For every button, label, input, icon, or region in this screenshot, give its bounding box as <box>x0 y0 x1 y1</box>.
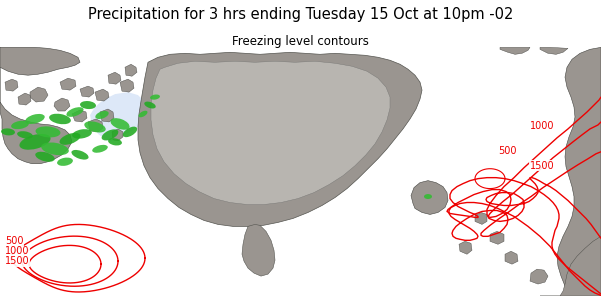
Ellipse shape <box>96 111 109 119</box>
Ellipse shape <box>150 94 160 100</box>
Polygon shape <box>540 47 568 54</box>
Polygon shape <box>95 89 109 101</box>
Polygon shape <box>108 72 121 84</box>
Text: 1000: 1000 <box>530 121 555 131</box>
Polygon shape <box>90 92 148 142</box>
Polygon shape <box>112 129 123 141</box>
Polygon shape <box>475 213 487 224</box>
Polygon shape <box>490 231 504 244</box>
Ellipse shape <box>92 145 108 153</box>
Polygon shape <box>138 52 422 226</box>
Ellipse shape <box>424 194 432 199</box>
Ellipse shape <box>72 129 92 139</box>
Ellipse shape <box>19 134 50 150</box>
Ellipse shape <box>11 121 29 129</box>
Ellipse shape <box>84 121 106 133</box>
Ellipse shape <box>1 128 15 135</box>
Ellipse shape <box>59 133 81 145</box>
Polygon shape <box>125 64 137 76</box>
Ellipse shape <box>35 126 61 137</box>
Ellipse shape <box>111 118 130 130</box>
Polygon shape <box>120 79 134 92</box>
Polygon shape <box>540 236 601 296</box>
Polygon shape <box>530 269 548 284</box>
Polygon shape <box>30 87 48 102</box>
Polygon shape <box>411 181 448 214</box>
Polygon shape <box>5 79 18 91</box>
Polygon shape <box>459 241 472 254</box>
Ellipse shape <box>102 129 118 140</box>
Polygon shape <box>242 224 275 276</box>
Text: Precipitation for 3 hrs ending Tuesday 15 Oct at 10pm -02: Precipitation for 3 hrs ending Tuesday 1… <box>88 7 513 22</box>
Ellipse shape <box>72 150 88 160</box>
Text: 1500: 1500 <box>5 256 29 266</box>
Ellipse shape <box>108 138 122 145</box>
Text: Freezing level contours: Freezing level contours <box>232 35 369 48</box>
Text: 500: 500 <box>498 146 516 156</box>
Polygon shape <box>54 98 70 111</box>
Polygon shape <box>0 47 80 75</box>
Ellipse shape <box>49 114 71 124</box>
Ellipse shape <box>123 127 137 137</box>
Polygon shape <box>100 109 114 122</box>
Polygon shape <box>88 119 103 132</box>
Ellipse shape <box>17 131 33 139</box>
Ellipse shape <box>80 101 96 109</box>
Ellipse shape <box>35 152 55 162</box>
Text: 500: 500 <box>5 236 23 246</box>
Ellipse shape <box>138 111 147 117</box>
Polygon shape <box>80 86 94 97</box>
Text: 1500: 1500 <box>530 161 555 171</box>
Polygon shape <box>60 78 76 90</box>
Ellipse shape <box>57 157 73 166</box>
Polygon shape <box>500 47 530 54</box>
Ellipse shape <box>41 142 69 155</box>
Polygon shape <box>505 251 518 264</box>
Ellipse shape <box>67 107 84 117</box>
Ellipse shape <box>25 114 44 124</box>
Polygon shape <box>18 93 31 105</box>
Polygon shape <box>0 47 72 164</box>
Polygon shape <box>72 110 87 122</box>
Polygon shape <box>151 61 390 205</box>
Ellipse shape <box>144 102 156 109</box>
Text: 1000: 1000 <box>5 246 29 256</box>
Polygon shape <box>557 47 601 296</box>
